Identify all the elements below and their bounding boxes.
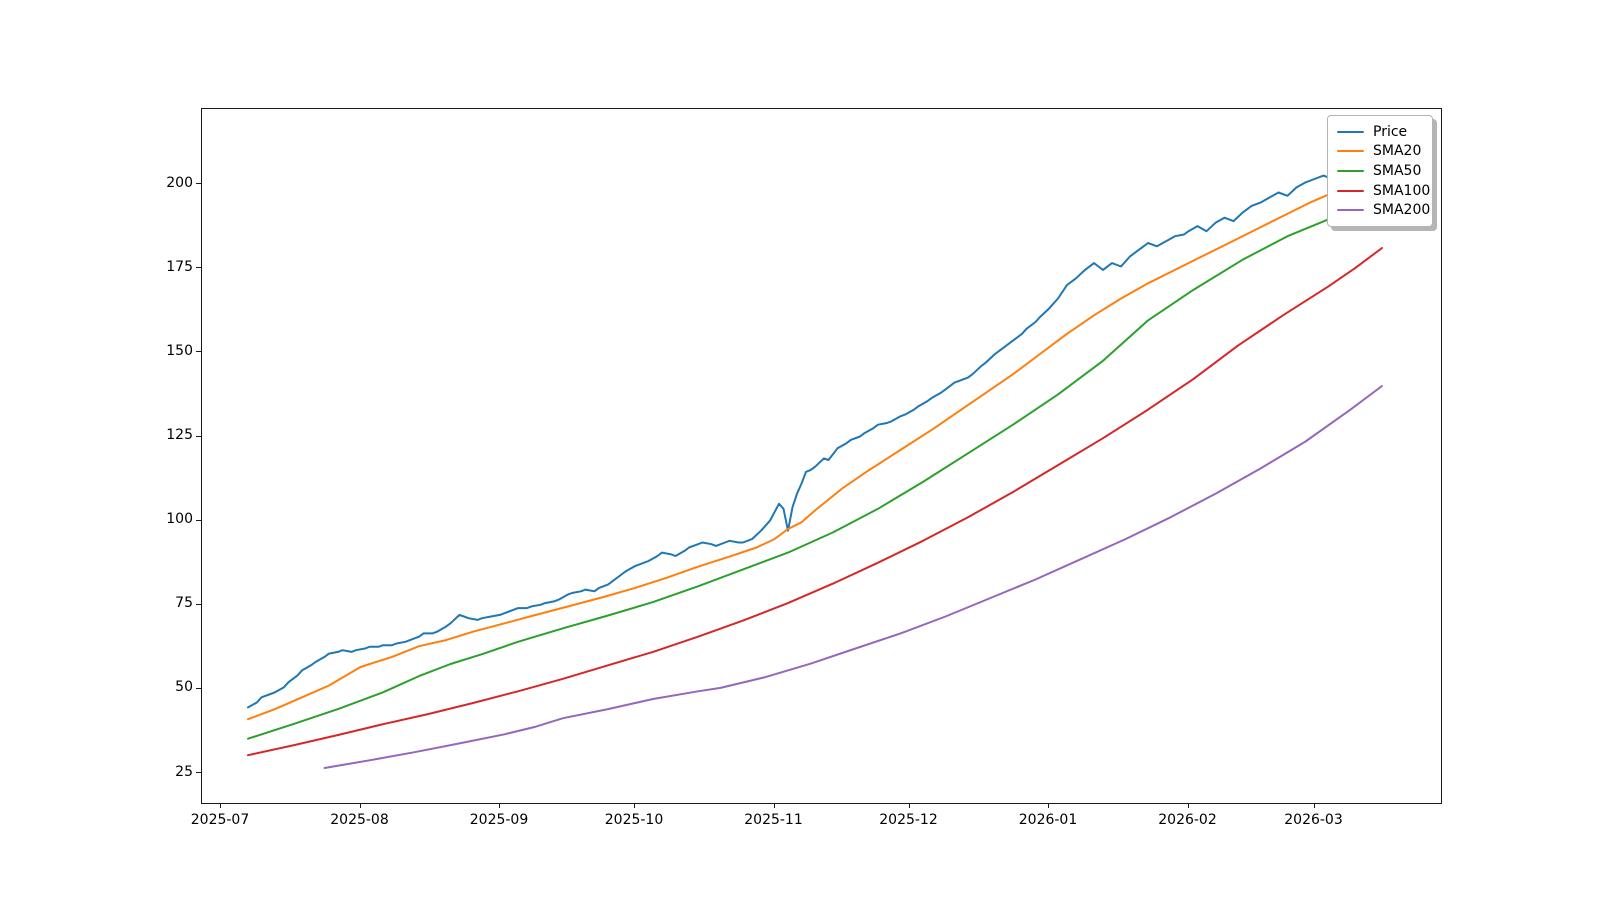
x-tick-mark xyxy=(1048,803,1049,808)
y-tick-label: 25 xyxy=(175,763,193,780)
legend-item-sma50: SMA50 xyxy=(1337,161,1422,181)
legend-label: SMA20 xyxy=(1373,143,1422,160)
legend-item-sma200: SMA200 xyxy=(1337,200,1430,220)
x-tick-mark xyxy=(359,803,361,808)
y-tick-mark xyxy=(196,519,201,521)
series-line-sma20 xyxy=(247,173,1383,721)
legend: Price SMA20 SMA50 SMA100 SMA200 xyxy=(1327,115,1433,227)
legend-line-swatch-sma20 xyxy=(1337,150,1364,153)
y-tick-label: 125 xyxy=(166,427,193,443)
chart-canvas xyxy=(247,161,1383,769)
series-line-price xyxy=(247,161,1383,709)
legend-item-sma100: SMA100 xyxy=(1337,181,1430,201)
y-tick-label: 200 xyxy=(166,174,193,191)
y-tick-label: 175 xyxy=(166,258,193,275)
y-tick-label: 150 xyxy=(166,342,193,359)
y-tick-mark xyxy=(196,351,201,353)
x-tick-mark xyxy=(1187,803,1189,808)
x-tick-label: 2025-09 xyxy=(469,812,529,828)
y-tick-mark xyxy=(196,183,201,185)
legend-line-swatch-sma200 xyxy=(1337,209,1364,212)
x-tick-label: 2026-03 xyxy=(1284,812,1343,828)
series-line-sma200 xyxy=(323,385,1383,769)
x-tick-mark xyxy=(634,803,635,808)
x-tick-label: 2025-11 xyxy=(744,812,803,828)
y-tick-mark xyxy=(196,603,201,605)
y-tick-mark xyxy=(196,435,201,437)
x-tick-mark xyxy=(220,803,221,808)
legend-label: SMA100 xyxy=(1373,182,1431,199)
legend-label: SMA50 xyxy=(1373,162,1422,179)
legend-item-sma20: SMA20 xyxy=(1337,142,1422,162)
x-tick-mark xyxy=(1313,803,1315,808)
legend-item-price: Price xyxy=(1337,122,1422,142)
x-tick-mark xyxy=(499,803,500,808)
x-tick-mark xyxy=(773,803,775,808)
y-tick-label: 100 xyxy=(166,511,193,528)
y-tick-label: 75 xyxy=(175,595,193,612)
x-tick-label: 2026-02 xyxy=(1158,812,1217,828)
y-tick-mark xyxy=(196,687,201,689)
legend-line-swatch-price xyxy=(1337,130,1364,133)
legend-label: Price xyxy=(1373,123,1408,140)
x-tick-label: 2025-07 xyxy=(190,812,250,828)
series-line-sma100 xyxy=(247,247,1383,757)
x-tick-label: 2025-10 xyxy=(604,812,664,828)
x-tick-label: 2026-01 xyxy=(1018,812,1078,828)
y-tick-label: 50 xyxy=(175,679,193,696)
y-tick-mark xyxy=(196,772,201,773)
legend-line-swatch-sma50 xyxy=(1337,169,1364,172)
y-tick-mark xyxy=(196,267,201,269)
legend-label: SMA200 xyxy=(1373,202,1431,219)
x-tick-label: 2025-08 xyxy=(330,812,389,828)
plot-area xyxy=(201,108,1442,804)
x-tick-label: 2025-12 xyxy=(879,812,938,828)
legend-line-swatch-sma100 xyxy=(1337,189,1364,192)
x-tick-mark xyxy=(908,803,910,808)
series-line-sma50 xyxy=(247,198,1383,740)
